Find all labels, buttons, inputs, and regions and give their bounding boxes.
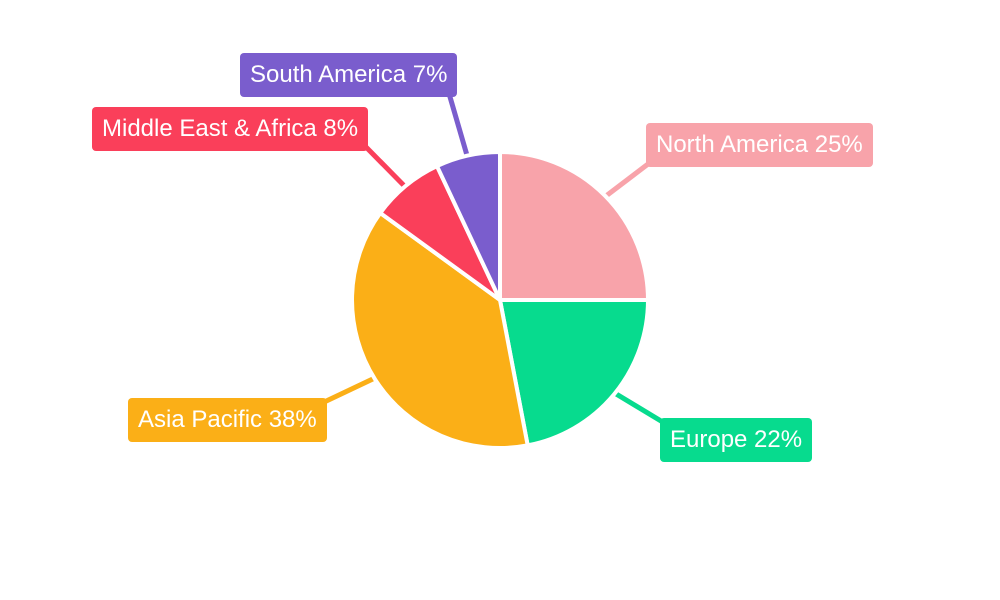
pie-slice-north-america — [498, 149, 651, 302]
pie-slice-europe — [497, 298, 651, 448]
pie-slice-south-america — [434, 149, 502, 301]
pie-label-south-america: South America 7% — [240, 53, 458, 97]
pie-label-north-america: North America 25% — [646, 123, 873, 167]
leader-line-south-america — [445, 89, 473, 166]
pie-label-asia-pacific: Asia Pacific 38% — [128, 398, 327, 442]
pie-slice-asia-pacific — [350, 210, 531, 450]
pie-label-europe: Europe 22% — [660, 418, 813, 462]
pie-label-middle-east-africa: Middle East & Africa 8% — [92, 107, 369, 151]
